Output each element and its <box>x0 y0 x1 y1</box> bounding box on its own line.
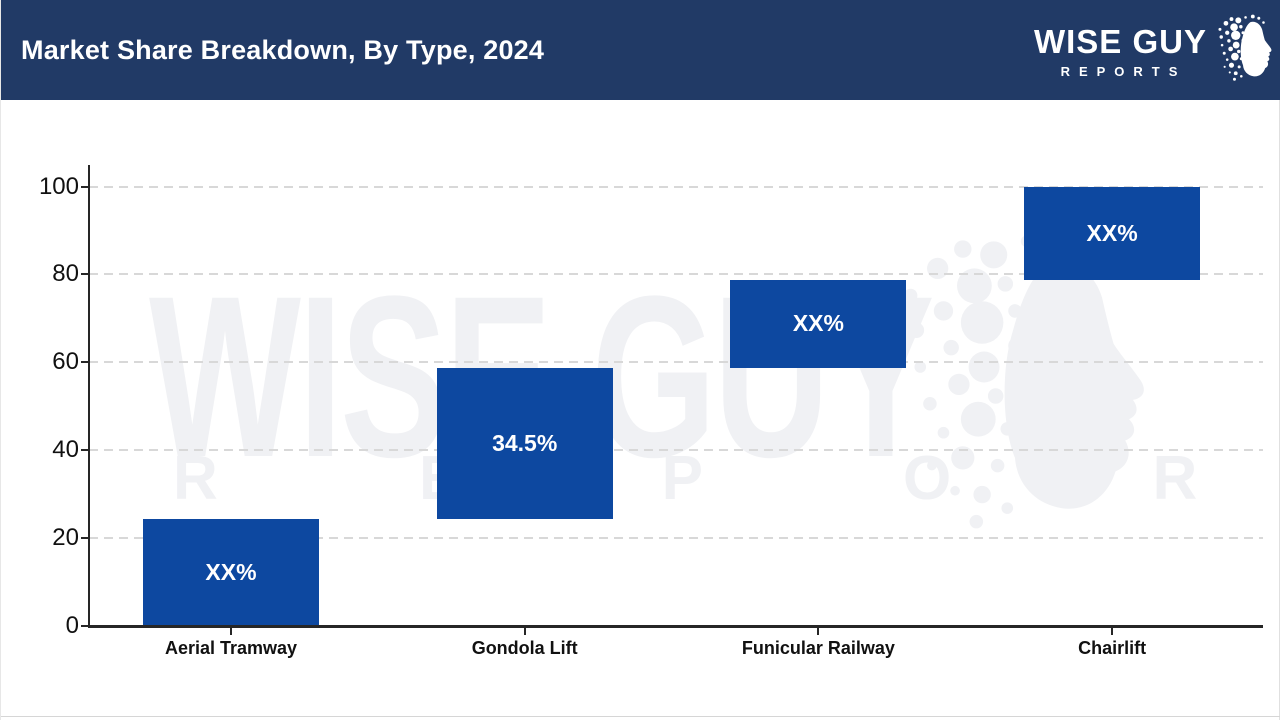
gridline-60 <box>89 361 1263 364</box>
x-tick-funicular-railway <box>817 628 820 635</box>
brand-name: WISE GUY <box>1033 23 1207 60</box>
x-tick-aerial-tramway <box>230 628 232 635</box>
y-tick-60 <box>81 361 88 364</box>
y-tick-100 <box>81 185 88 188</box>
y-tick-40 <box>81 449 88 452</box>
brand-logo-text: WISE GUY REPORTS <box>1034 23 1207 79</box>
x-axis-label-aerial-tramway: Aerial Tramway <box>164 638 298 658</box>
bar-gondola-lift: 34.5% <box>436 367 613 520</box>
y-tick-20 <box>81 537 88 540</box>
bar-aerial-tramway: XX% <box>143 519 319 626</box>
y-tick-label-40: 40 <box>52 436 79 464</box>
bar-value-label: XX% <box>792 310 844 337</box>
bar-value-label: XX% <box>205 559 257 586</box>
x-axis-label-gondola-lift: Gondola Lift <box>471 638 578 658</box>
x-axis-line <box>88 625 1263 628</box>
y-axis-line <box>88 165 90 627</box>
y-tick-label-100: 100 <box>38 172 79 200</box>
bar-chairlift: XX% <box>1024 186 1201 280</box>
gridline-80 <box>89 273 1263 276</box>
x-tick-chairlift <box>1111 628 1114 635</box>
y-tick-80 <box>81 273 88 276</box>
gridline-20 <box>89 537 1263 540</box>
y-tick-label-80: 80 <box>52 260 79 288</box>
header-bar: Market Share Breakdown, By Type, 2024 WI… <box>1 0 1280 100</box>
gridline-40 <box>89 449 1263 452</box>
gridline-100 <box>89 185 1263 188</box>
brand-logo: WISE GUY REPORTS <box>1034 5 1275 97</box>
page-title: Market Share Breakdown, By Type, 2024 <box>21 34 545 65</box>
y-tick-label-60: 60 <box>52 348 79 376</box>
bar-value-label: XX% <box>1086 219 1138 246</box>
x-tick-gondola-lift <box>523 628 526 635</box>
bar-funicular-railway: XX% <box>730 279 907 368</box>
x-axis-label-funicular-railway: Funicular Railway <box>741 638 895 658</box>
y-tick-0 <box>81 625 88 627</box>
brand-subtitle: REPORTS <box>1060 64 1187 79</box>
head-silhouette-icon <box>1211 13 1275 90</box>
bottom-divider <box>1 716 1280 717</box>
x-axis-label-chairlift: Chairlift <box>1078 638 1147 658</box>
bar-value-label: 34.5% <box>492 429 558 456</box>
y-tick-label-0: 0 <box>65 612 79 639</box>
y-tick-label-20: 20 <box>52 524 79 552</box>
